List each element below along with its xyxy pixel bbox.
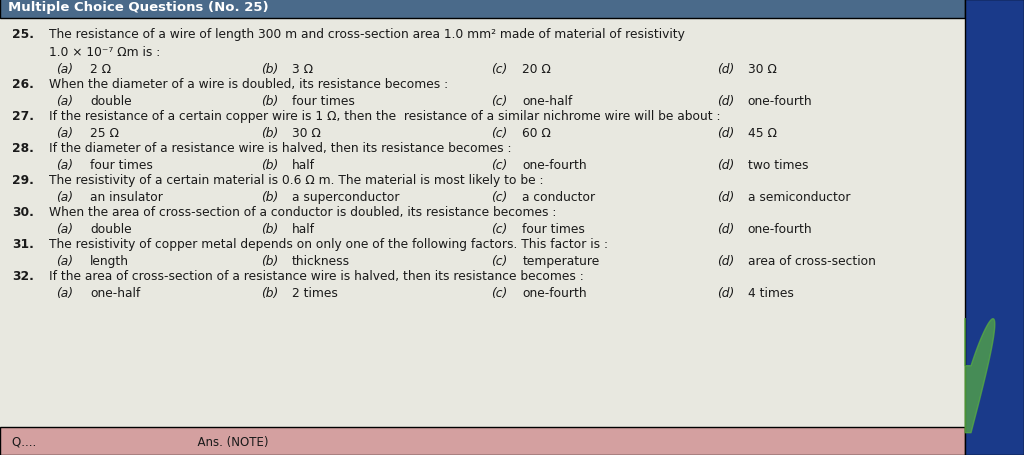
Text: (b): (b) <box>261 95 279 108</box>
Text: double: double <box>90 95 132 108</box>
Text: (d): (d) <box>717 127 734 140</box>
Text: If the resistance of a certain copper wire is 1 Ω, then the  resistance of a sim: If the resistance of a certain copper wi… <box>49 110 721 122</box>
Text: an insulator: an insulator <box>90 191 163 204</box>
Text: 28.: 28. <box>12 142 34 154</box>
Text: (b): (b) <box>261 255 279 268</box>
Text: 60 Ω: 60 Ω <box>522 127 551 140</box>
Text: 2 times: 2 times <box>292 287 338 300</box>
Text: The resistivity of a certain material is 0.6 Ω m. The material is most likely to: The resistivity of a certain material is… <box>49 173 544 187</box>
Text: 27.: 27. <box>12 110 34 122</box>
Text: 32.: 32. <box>12 269 34 283</box>
Text: The resistance of a wire of length 300 m and cross-section area 1.0 mm² made of : The resistance of a wire of length 300 m… <box>49 28 685 41</box>
Text: (a): (a) <box>56 191 74 204</box>
Text: a semiconductor: a semiconductor <box>748 191 850 204</box>
Text: (c): (c) <box>492 127 508 140</box>
Text: 30 Ω: 30 Ω <box>292 127 321 140</box>
Text: one-half: one-half <box>522 95 572 108</box>
Text: 25.: 25. <box>12 28 34 41</box>
Text: 2 Ω: 2 Ω <box>90 63 112 76</box>
Text: (c): (c) <box>492 191 508 204</box>
Text: 30 Ω: 30 Ω <box>748 63 776 76</box>
Text: (d): (d) <box>717 223 734 236</box>
Text: (c): (c) <box>492 159 508 172</box>
Text: 20 Ω: 20 Ω <box>522 63 551 76</box>
Text: Multiple Choice Questions (No. 25): Multiple Choice Questions (No. 25) <box>8 1 269 14</box>
Text: (c): (c) <box>492 255 508 268</box>
Text: (a): (a) <box>56 63 74 76</box>
Text: (c): (c) <box>492 287 508 300</box>
Text: a superconductor: a superconductor <box>292 191 399 204</box>
Text: double: double <box>90 223 132 236</box>
Text: The resistivity of copper metal depends on only one of the following factors. Th: The resistivity of copper metal depends … <box>49 238 608 250</box>
Text: one-fourth: one-fourth <box>522 287 587 300</box>
Text: Q....                                           Ans. (NOTE): Q.... Ans. (NOTE) <box>12 435 268 447</box>
Text: four times: four times <box>522 223 585 236</box>
Text: (c): (c) <box>492 63 508 76</box>
Text: (b): (b) <box>261 223 279 236</box>
Text: (b): (b) <box>261 159 279 172</box>
Text: If the diameter of a resistance wire is halved, then its resistance becomes :: If the diameter of a resistance wire is … <box>49 142 512 154</box>
Text: half: half <box>292 223 314 236</box>
Text: (a): (a) <box>56 127 74 140</box>
Text: 3 Ω: 3 Ω <box>292 63 313 76</box>
Text: (a): (a) <box>56 159 74 172</box>
Text: 1.0 × 10⁻⁷ Ωm is :: 1.0 × 10⁻⁷ Ωm is : <box>49 46 161 59</box>
Text: When the diameter of a wire is doubled, its resistance becomes :: When the diameter of a wire is doubled, … <box>49 77 449 91</box>
Text: one-half: one-half <box>90 287 140 300</box>
Text: (b): (b) <box>261 191 279 204</box>
Text: half: half <box>292 159 314 172</box>
FancyBboxPatch shape <box>0 427 965 455</box>
Text: one-fourth: one-fourth <box>748 223 812 236</box>
Text: (b): (b) <box>261 63 279 76</box>
Text: (a): (a) <box>56 95 74 108</box>
Text: (c): (c) <box>492 95 508 108</box>
Text: 45 Ω: 45 Ω <box>748 127 776 140</box>
FancyBboxPatch shape <box>0 0 965 19</box>
Text: 25 Ω: 25 Ω <box>90 127 119 140</box>
Text: 31.: 31. <box>12 238 34 250</box>
Text: thickness: thickness <box>292 255 350 268</box>
Text: (d): (d) <box>717 287 734 300</box>
Text: 29.: 29. <box>12 173 34 187</box>
Text: two times: two times <box>748 159 808 172</box>
Text: (d): (d) <box>717 63 734 76</box>
Text: (a): (a) <box>56 223 74 236</box>
Text: (b): (b) <box>261 287 279 300</box>
Text: If the area of cross-section of a resistance wire is halved, then its resistance: If the area of cross-section of a resist… <box>49 269 584 283</box>
FancyBboxPatch shape <box>965 0 1024 455</box>
Text: 4 times: 4 times <box>748 287 794 300</box>
Text: a conductor: a conductor <box>522 191 595 204</box>
Text: (c): (c) <box>492 223 508 236</box>
Text: temperature: temperature <box>522 255 599 268</box>
Text: area of cross-section: area of cross-section <box>748 255 876 268</box>
Text: (b): (b) <box>261 127 279 140</box>
Text: (d): (d) <box>717 191 734 204</box>
Text: When the area of cross-section of a conductor is doubled, its resistance becomes: When the area of cross-section of a cond… <box>49 206 556 218</box>
Text: 26.: 26. <box>12 77 34 91</box>
Text: (d): (d) <box>717 255 734 268</box>
Text: four times: four times <box>292 95 354 108</box>
Text: one-fourth: one-fourth <box>748 95 812 108</box>
Text: length: length <box>90 255 129 268</box>
Text: 30.: 30. <box>12 206 34 218</box>
Text: four times: four times <box>90 159 153 172</box>
Text: one-fourth: one-fourth <box>522 159 587 172</box>
Text: (a): (a) <box>56 287 74 300</box>
Text: (d): (d) <box>717 95 734 108</box>
Text: (d): (d) <box>717 159 734 172</box>
Text: (a): (a) <box>56 255 74 268</box>
